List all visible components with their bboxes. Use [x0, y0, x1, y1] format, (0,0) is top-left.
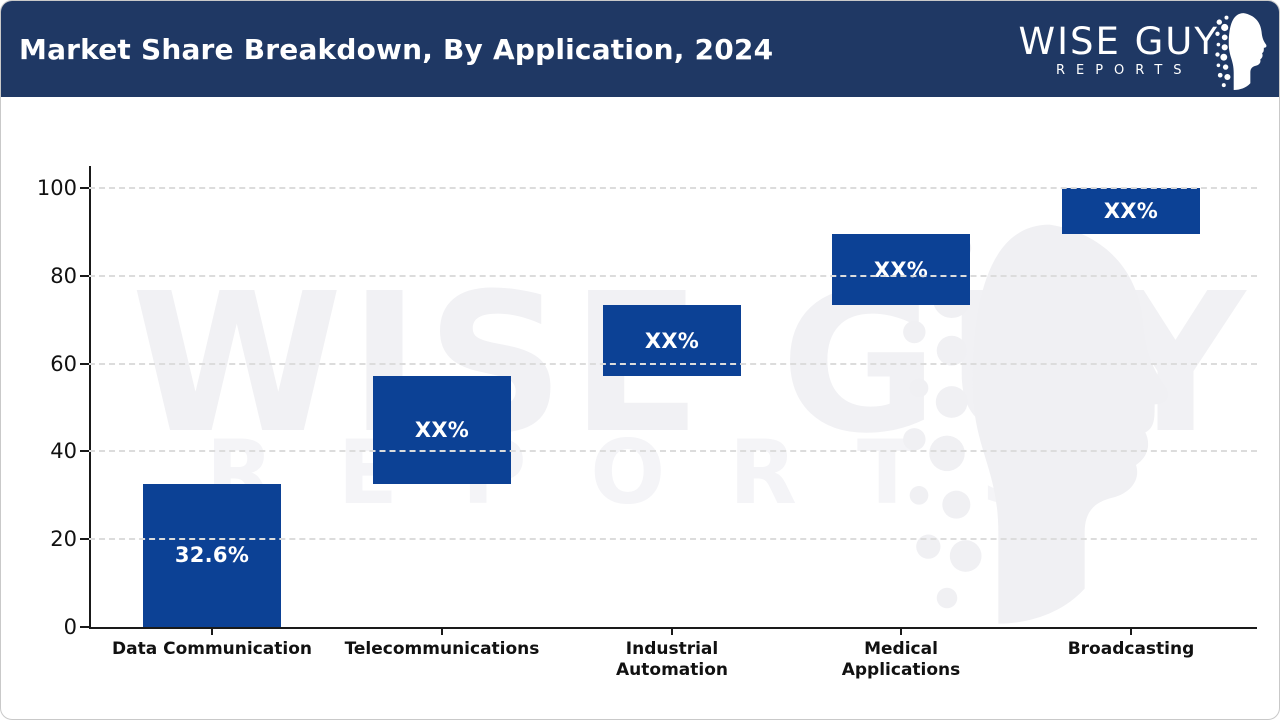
bar-value-label: XX%: [1103, 199, 1159, 224]
x-category-label: Broadcasting: [1067, 639, 1195, 659]
x-tick-mark: [671, 629, 673, 635]
logo-wordmark: WISE GUY REPORTS: [1018, 20, 1219, 79]
gridline-y20: [89, 538, 1257, 541]
x-tick-mark: [900, 629, 902, 635]
x-category-label: Medical Applications: [841, 639, 961, 680]
logo-wise-guy-text: WISE GUY: [1018, 20, 1219, 63]
y-tick-label: 100: [36, 176, 77, 200]
x-category-label: Industrial Automation: [616, 639, 728, 680]
gridline-y80: [89, 274, 1257, 277]
y-axis: [89, 166, 91, 629]
y-tick-label: 40: [50, 439, 77, 464]
logo-head-icon: [1215, 13, 1267, 91]
page-title: Market Share Breakdown, By Application, …: [19, 32, 774, 66]
y-tick-mark: [80, 626, 89, 628]
x-tick-mark: [211, 629, 213, 635]
bar-broadcasting: XX%: [1062, 188, 1200, 235]
y-tick-label: 0: [63, 615, 77, 639]
bar-telecommunications: XX%: [373, 375, 511, 484]
bar-industrial-automation: XX%: [603, 305, 741, 376]
x-tick-mark: [441, 629, 443, 635]
bar-value-label: 32.6%: [174, 543, 250, 568]
bar-value-label: XX%: [873, 257, 929, 282]
bar-data-communication: 32.6%: [143, 483, 281, 627]
y-tick-mark: [80, 274, 89, 277]
header-bar: Market Share Breakdown, By Application, …: [1, 1, 1279, 97]
logo-reports-text: REPORTS: [1055, 63, 1193, 78]
y-tick-label: 80: [50, 263, 77, 288]
y-tick-mark: [80, 187, 89, 189]
wise-guy-reports-logo: WISE GUY REPORTS: [1019, 7, 1267, 93]
bar-value-label: XX%: [414, 417, 470, 442]
y-tick-mark: [80, 450, 89, 453]
x-tick-mark: [1130, 629, 1132, 635]
y-tick-label: 60: [50, 351, 77, 376]
x-category-label: Telecommunications: [344, 639, 540, 659]
y-tick-label: 20: [50, 527, 77, 552]
gridline-y100: [89, 187, 1257, 189]
gridline-y60: [89, 362, 1257, 365]
bar-value-label: XX%: [644, 328, 700, 353]
y-tick-mark: [80, 538, 89, 541]
x-category-label: Data Communication: [112, 639, 312, 659]
bar-medical-applications: XX%: [832, 234, 970, 306]
x-axis: [89, 627, 1257, 629]
gridline-y40: [89, 450, 1257, 453]
y-tick-mark: [80, 362, 89, 365]
